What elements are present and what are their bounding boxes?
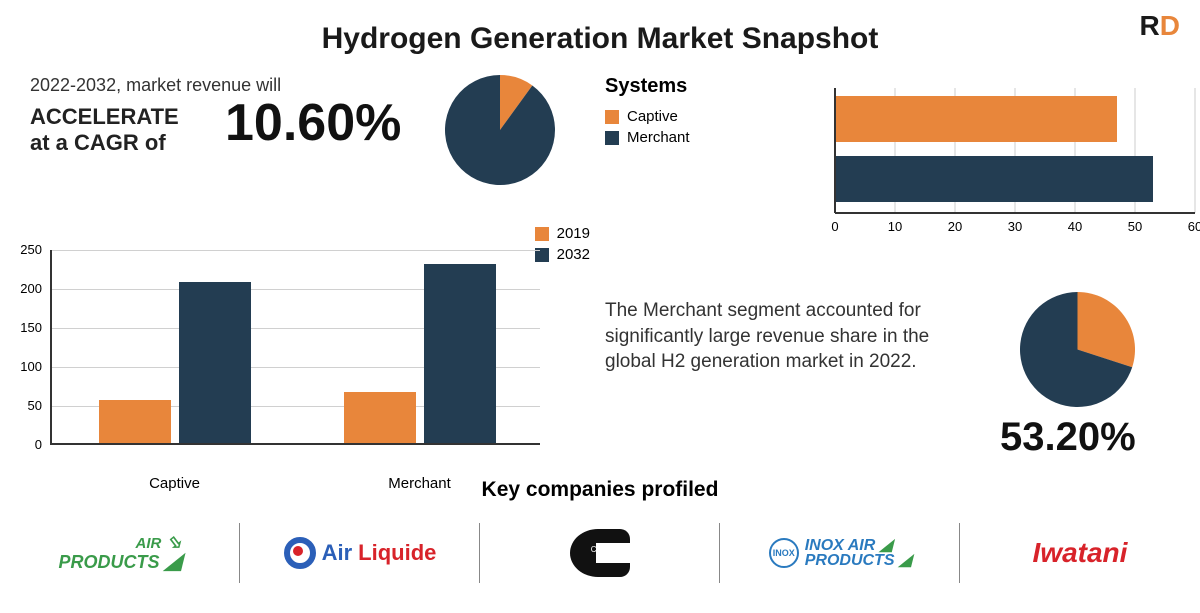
svg-text:40: 40: [1068, 219, 1082, 234]
cagr-accelerate: ACCELERATE: [30, 104, 179, 129]
legend-item: Captive: [605, 108, 690, 125]
bar: [99, 400, 171, 443]
bar: [424, 264, 496, 443]
logo-iwatani: Iwatani: [960, 518, 1200, 588]
cummins-icon: Cummins: [570, 529, 630, 577]
airliquide-icon: [284, 537, 316, 569]
bar: [344, 392, 416, 443]
svg-text:60: 60: [1188, 219, 1200, 234]
inox-icon: INOX: [769, 538, 799, 568]
svg-text:30: 30: [1008, 219, 1022, 234]
cagr-at: at a CAGR of: [30, 130, 166, 155]
logo-air-products: AIR ⬂ PRODUCTS ◢: [0, 518, 240, 588]
logo-d: D: [1160, 10, 1180, 41]
hbar-chart: 0 10 20 30 40 50 60: [820, 83, 1200, 243]
merchant-pct: 53.20%: [1000, 415, 1136, 460]
bar-legend: 20192032: [535, 225, 590, 267]
bar-plot-area: 050100150200250CaptiveMerchant: [50, 250, 540, 445]
svg-text:50: 50: [1128, 219, 1142, 234]
svg-text:0: 0: [831, 219, 838, 234]
segment-text: The Merchant segment accounted for signi…: [605, 298, 965, 375]
logo-air-liquide: AirLiquide: [240, 518, 480, 588]
page-title: Hydrogen Generation Market Snapshot: [0, 0, 1200, 56]
svg-text:20: 20: [948, 219, 962, 234]
rd-logo: RD: [1140, 10, 1180, 42]
logo-inox: INOX INOX AIR ◢PRODUCTS ◢: [720, 518, 960, 588]
svg-text:10: 10: [888, 219, 902, 234]
logo-r: R: [1140, 10, 1160, 41]
top-row: 2022-2032, market revenue will ACCELERAT…: [30, 75, 1170, 235]
pie-merchant: [1020, 292, 1135, 412]
systems-block: Systems Captive Merchant: [605, 75, 690, 150]
cagr-pct: 10.60%: [225, 93, 401, 153]
bar: [179, 282, 251, 443]
legend-item: Merchant: [605, 129, 690, 146]
company-logos: AIR ⬂ PRODUCTS ◢ AirLiquide Cummins INOX…: [0, 518, 1200, 588]
logo-cummins: Cummins: [480, 518, 720, 588]
systems-title: Systems: [605, 75, 690, 98]
key-companies-title: Key companies profiled: [0, 478, 1200, 502]
pie-small: [445, 75, 555, 190]
grouped-bar-chart: 20192032 050100150200250CaptiveMerchant: [10, 225, 570, 465]
